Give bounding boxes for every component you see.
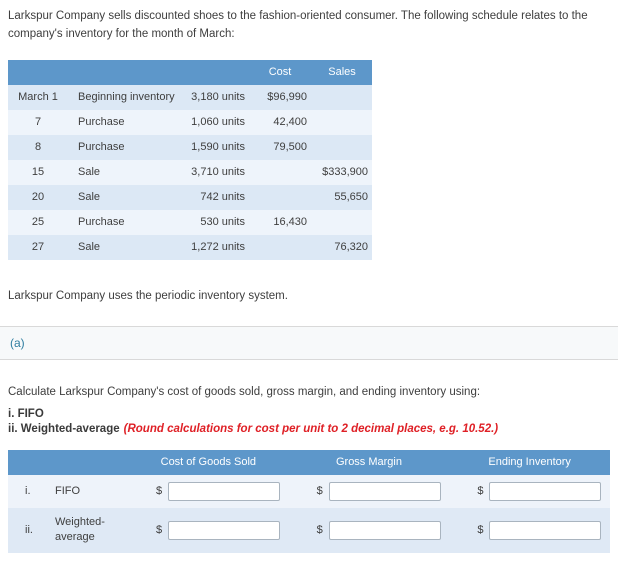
units-cell: 3,180 units [191,91,245,104]
dollar-sign: $ [316,485,323,498]
cost-cell: 42,400 [273,116,307,129]
units-cell: 1,272 units [191,241,245,254]
schedule-row: 7 Purchase 1,060 units 42,400 [8,109,372,135]
fifo-ending-inventory-cell: $ [449,475,610,508]
answer-table: Cost of Goods Sold Gross Margin Ending I… [8,449,610,553]
schedule-row: 20 Sale 742 units 55,650 [8,184,372,210]
answer-header-blank [48,449,128,475]
dollar-sign: $ [156,524,163,537]
sales-cell [312,110,372,135]
fifo-ending-inventory-input[interactable] [489,481,602,501]
schedule-row: 15 Sale 3,710 units $333,900 [8,159,372,185]
item-ii-label: ii. Weighted-average [8,422,120,435]
fifo-cogs-input[interactable] [168,481,281,501]
dollar-sign: $ [477,524,484,537]
description-cell: Purchase [78,141,125,154]
answer-header-row: Cost of Goods Sold Gross Margin Ending I… [8,449,610,475]
answer-header-cogs: Cost of Goods Sold [128,449,289,475]
date-cell: 8 [34,141,42,154]
rounding-note: (Round calculations for cost per unit to… [123,422,499,435]
schedule-header-blank [68,59,186,85]
date-cell: 7 [34,116,42,129]
date-cell: 15 [31,166,45,179]
sales-cell [312,135,372,160]
fifo-gross-margin-cell: $ [289,475,450,508]
method-label: FIFO [55,484,81,497]
schedule-header-sales: Sales [312,59,372,85]
periodic-system-note: Larkspur Company uses the periodic inven… [8,289,288,302]
dollar-sign: $ [316,524,323,537]
weighted-average-gross-margin-input[interactable] [328,520,441,540]
cost-cell [248,235,312,260]
description-cell: Sale [78,241,101,254]
description-cell: Purchase [78,216,125,229]
weighted-average-ending-inventory-cell: $ [449,508,610,553]
section-a-label: (a) [10,335,25,350]
sales-cell [312,85,372,110]
item-ii-weighted-average: ii. Weighted-average (Round calculations … [8,423,610,435]
dollar-sign: $ [156,485,163,498]
intro-text: Larkspur Company sells discounted shoes … [8,10,588,40]
cost-cell: 79,500 [273,141,307,154]
schedule-row: March 1 Beginning inventory 3,180 units … [8,84,372,110]
cost-cell [248,160,312,185]
schedule-header-row: Cost Sales [8,59,372,85]
date-cell: 25 [31,216,45,229]
answer-row-fifo: i. FIFO $ $ $ [8,474,610,508]
method-label: Weighted-average [55,516,105,544]
weighted-average-cogs-cell: $ [128,508,289,553]
schedule-header-blank [8,59,68,85]
schedule-row: 8 Purchase 1,590 units 79,500 [8,134,372,160]
answer-row-weighted-average: ii. Weighted-average $ $ $ [8,507,610,553]
weighted-average-cogs-input[interactable] [168,520,281,540]
schedule-header-cost: Cost [248,59,312,85]
fifo-cogs-cell: $ [128,475,289,508]
date-cell: March 1 [18,91,58,104]
weighted-average-gross-margin-cell: $ [289,508,450,553]
cost-cell: 16,430 [273,216,307,229]
dollar-sign: $ [477,485,484,498]
schedule-header-blank [186,59,248,85]
description-cell: Purchase [78,116,125,129]
cost-cell [248,185,312,210]
schedule-row: 27 Sale 1,272 units 76,320 [8,234,372,260]
units-cell: 3,710 units [191,166,245,179]
row-index: ii. [25,524,33,537]
sales-cell [312,210,372,235]
description-cell: Sale [78,191,101,204]
description-cell: Beginning inventory [78,91,175,104]
instruction-text: Calculate Larkspur Company's cost of goo… [8,385,481,398]
cost-cell: $96,990 [267,91,307,104]
item-i-fifo: i. FIFO [8,407,44,420]
date-cell: 20 [31,191,45,204]
inventory-schedule-table: Cost Sales March 1 Beginning inventory 3… [8,59,372,260]
sales-cell: 76,320 [334,241,368,254]
row-index: i. [25,485,31,498]
units-cell: 1,060 units [191,116,245,129]
description-cell: Sale [78,166,101,179]
answer-header-gross-margin: Gross Margin [288,449,450,475]
answer-header-ending-inventory: Ending Inventory [449,449,610,475]
units-cell: 1,590 units [191,141,245,154]
date-cell: 27 [31,241,45,254]
answer-header-blank [8,449,48,475]
units-cell: 742 units [200,191,245,204]
sales-cell: $333,900 [322,166,368,179]
section-a-header: (a) [0,325,618,360]
fifo-gross-margin-input[interactable] [328,481,441,501]
weighted-average-ending-inventory-input[interactable] [489,520,602,540]
sales-cell: 55,650 [334,191,368,204]
schedule-row: 25 Purchase 530 units 16,430 [8,209,372,235]
page: Larkspur Company sells discounted shoes … [0,8,618,553]
units-cell: 530 units [200,216,245,229]
